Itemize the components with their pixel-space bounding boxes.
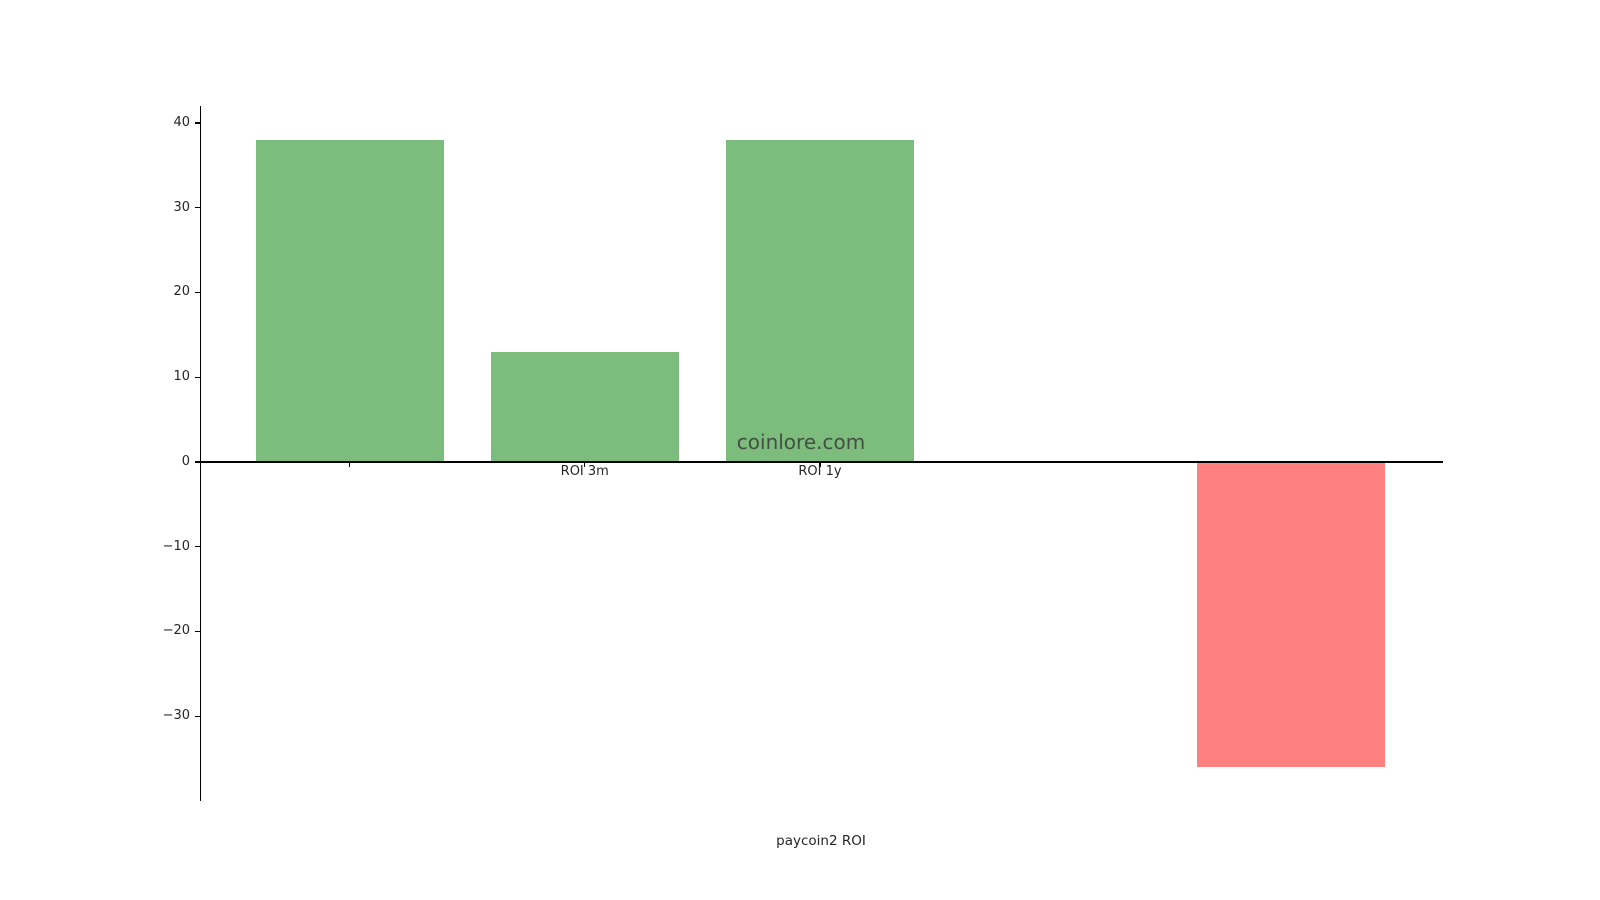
x-tick-mark xyxy=(584,461,586,467)
y-tick-mark xyxy=(195,715,200,717)
bar-roi-3m xyxy=(490,351,679,462)
y-tick-mark xyxy=(195,207,200,209)
bar-roi-1y xyxy=(726,139,914,462)
y-tick-mark xyxy=(195,546,200,548)
y-tick-mark xyxy=(195,376,200,378)
y-tick-label: −20 xyxy=(162,623,190,639)
y-tick-label: −10 xyxy=(162,538,190,554)
y-tick-mark xyxy=(195,291,200,294)
y-tick-mark xyxy=(195,630,200,633)
y-axis-spine xyxy=(200,106,202,801)
y-tick-label: 40 xyxy=(173,114,190,130)
bar-slot4 xyxy=(1196,461,1385,768)
y-tick-mark xyxy=(195,122,200,124)
y-tick-label: 0 xyxy=(181,453,190,469)
y-tick-label: −30 xyxy=(162,708,190,724)
x-axis-title: paycoin2 ROI xyxy=(776,833,866,849)
y-tick-label: 30 xyxy=(173,199,190,215)
x-tick-mark xyxy=(348,461,351,467)
bar-slot0 xyxy=(255,139,444,462)
y-tick-label: 10 xyxy=(173,369,190,385)
y-tick-mark xyxy=(195,461,200,463)
watermark-text: coinlore.com xyxy=(736,430,866,454)
x-tick-label: ROI 3m xyxy=(560,463,609,479)
y-tick-label: 20 xyxy=(173,284,190,300)
x-tick-label: ROI 1y xyxy=(798,463,842,479)
x-tick-mark xyxy=(819,461,821,467)
x-axis-line xyxy=(200,461,1443,463)
